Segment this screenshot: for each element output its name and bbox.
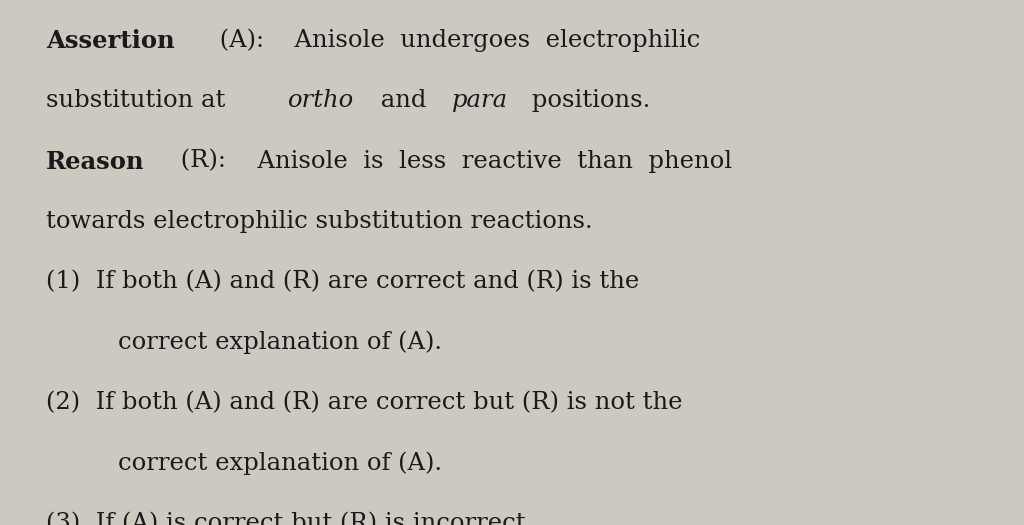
- Text: correct explanation of (A).: correct explanation of (A).: [118, 452, 441, 475]
- Text: (2)  If both (A) and (R) are correct but (R) is not the: (2) If both (A) and (R) are correct but …: [46, 391, 683, 414]
- Text: Assertion: Assertion: [46, 29, 175, 53]
- Text: (R):: (R):: [173, 150, 226, 173]
- Text: (1)  If both (A) and (R) are correct and (R) is the: (1) If both (A) and (R) are correct and …: [46, 270, 639, 293]
- Text: ortho: ortho: [288, 89, 353, 112]
- Text: positions.: positions.: [524, 89, 650, 112]
- Text: (3)  If (A) is correct but (R) is incorrect.: (3) If (A) is correct but (R) is incorre…: [46, 512, 534, 525]
- Text: para: para: [452, 89, 508, 112]
- Text: Anisole  undergoes  electrophilic: Anisole undergoes electrophilic: [280, 29, 700, 52]
- Text: Reason: Reason: [46, 150, 144, 174]
- Text: Anisole  is  less  reactive  than  phenol: Anisole is less reactive than phenol: [242, 150, 732, 173]
- Text: and: and: [373, 89, 434, 112]
- Text: substitution at: substitution at: [46, 89, 233, 112]
- Text: correct explanation of (A).: correct explanation of (A).: [118, 331, 441, 354]
- Text: towards electrophilic substitution reactions.: towards electrophilic substitution react…: [46, 210, 593, 233]
- Text: (A):: (A):: [212, 29, 264, 52]
